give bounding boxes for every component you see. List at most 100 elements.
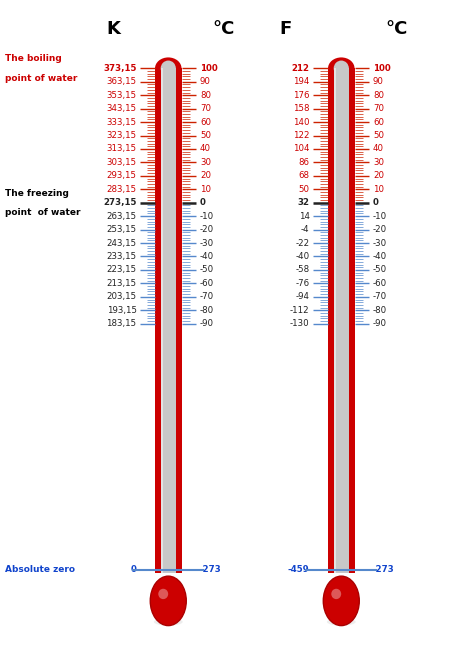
Text: 60: 60 [200,118,211,126]
Text: -80: -80 [373,306,387,314]
Text: 193,15: 193,15 [107,306,137,314]
Text: 70: 70 [373,104,384,113]
Text: 194: 194 [293,77,310,87]
Text: 373,15: 373,15 [103,64,137,73]
Text: 233,15: 233,15 [107,252,137,261]
Text: The freezing: The freezing [5,189,69,197]
Text: 40: 40 [373,145,384,154]
Text: 122: 122 [293,131,310,140]
Text: 263,15: 263,15 [107,212,137,221]
Text: -70: -70 [373,292,387,301]
Text: °C: °C [385,20,408,38]
Text: 293,15: 293,15 [107,171,137,180]
Text: 70: 70 [200,104,211,113]
Text: -60: -60 [200,279,214,288]
Text: F: F [280,20,292,38]
Text: 158: 158 [293,104,310,113]
Text: point of water: point of water [5,74,77,83]
Text: 212: 212 [292,64,310,73]
Ellipse shape [161,61,176,76]
Text: Absolute zero: Absolute zero [5,565,75,574]
Text: -40: -40 [373,252,387,261]
Text: K: K [106,20,120,38]
Text: -459: -459 [288,565,310,574]
Text: -112: -112 [290,306,310,314]
Text: 283,15: 283,15 [107,185,137,194]
Text: -50: -50 [200,266,214,275]
Text: 273,15: 273,15 [103,199,137,207]
Text: 0: 0 [131,565,137,574]
Text: 100: 100 [373,64,391,73]
Ellipse shape [331,589,341,599]
Bar [334,68,337,573]
Text: -30: -30 [373,238,387,247]
Ellipse shape [158,589,168,599]
Text: -94: -94 [296,292,310,301]
Text: 10: 10 [373,185,384,194]
Text: 50: 50 [299,185,310,194]
Ellipse shape [327,618,356,626]
Text: -22: -22 [295,238,310,247]
Text: -80: -80 [200,306,214,314]
Text: The boiling: The boiling [5,54,62,63]
Text: 100: 100 [200,64,218,73]
Text: 60: 60 [373,118,384,126]
Text: 30: 30 [200,158,211,167]
Text: 20: 20 [373,171,384,180]
Text: 353,15: 353,15 [107,90,137,100]
Text: -130: -130 [290,319,310,328]
Text: -20: -20 [373,225,387,234]
Text: 343,15: 343,15 [107,104,137,113]
Text: 0: 0 [200,199,206,207]
Text: 50: 50 [200,131,211,140]
Text: 104: 104 [293,145,310,154]
Ellipse shape [155,57,182,79]
Text: 14: 14 [299,212,310,221]
Text: -273: -273 [200,565,222,574]
Text: 90: 90 [373,77,384,87]
Bar [155,68,182,573]
Text: -60: -60 [373,279,387,288]
Text: 203,15: 203,15 [107,292,137,301]
Text: 0: 0 [373,199,379,207]
Text: 90: 90 [200,77,211,87]
Text: 333,15: 333,15 [107,118,137,126]
Text: -50: -50 [373,266,387,275]
Text: -90: -90 [373,319,387,328]
Text: 68: 68 [299,171,310,180]
Text: -273: -273 [373,565,395,574]
Text: 80: 80 [200,90,211,100]
Text: 80: 80 [373,90,384,100]
Text: -20: -20 [200,225,214,234]
Text: 363,15: 363,15 [107,77,137,87]
Text: -40: -40 [295,252,310,261]
Ellipse shape [150,576,186,626]
Text: -70: -70 [200,292,214,301]
Text: 40: 40 [200,145,211,154]
Text: 223,15: 223,15 [107,266,137,275]
Bar [334,68,349,573]
Text: -76: -76 [295,279,310,288]
Ellipse shape [334,61,349,76]
Text: -40: -40 [200,252,214,261]
Ellipse shape [323,576,359,626]
Text: -10: -10 [200,212,214,221]
Text: 243,15: 243,15 [107,238,137,247]
Text: 176: 176 [293,90,310,100]
Text: 10: 10 [200,185,211,194]
Text: 86: 86 [299,158,310,167]
Text: 313,15: 313,15 [107,145,137,154]
Text: point  of water: point of water [5,208,80,217]
Text: -10: -10 [373,212,387,221]
Bar [161,68,164,573]
Text: -58: -58 [295,266,310,275]
Text: -30: -30 [200,238,214,247]
Ellipse shape [154,618,182,626]
Text: -90: -90 [200,319,214,328]
Text: 183,15: 183,15 [107,319,137,328]
Bar [328,68,355,573]
Text: 20: 20 [200,171,211,180]
Text: -4: -4 [301,225,310,234]
Text: 50: 50 [373,131,384,140]
Text: 140: 140 [293,118,310,126]
